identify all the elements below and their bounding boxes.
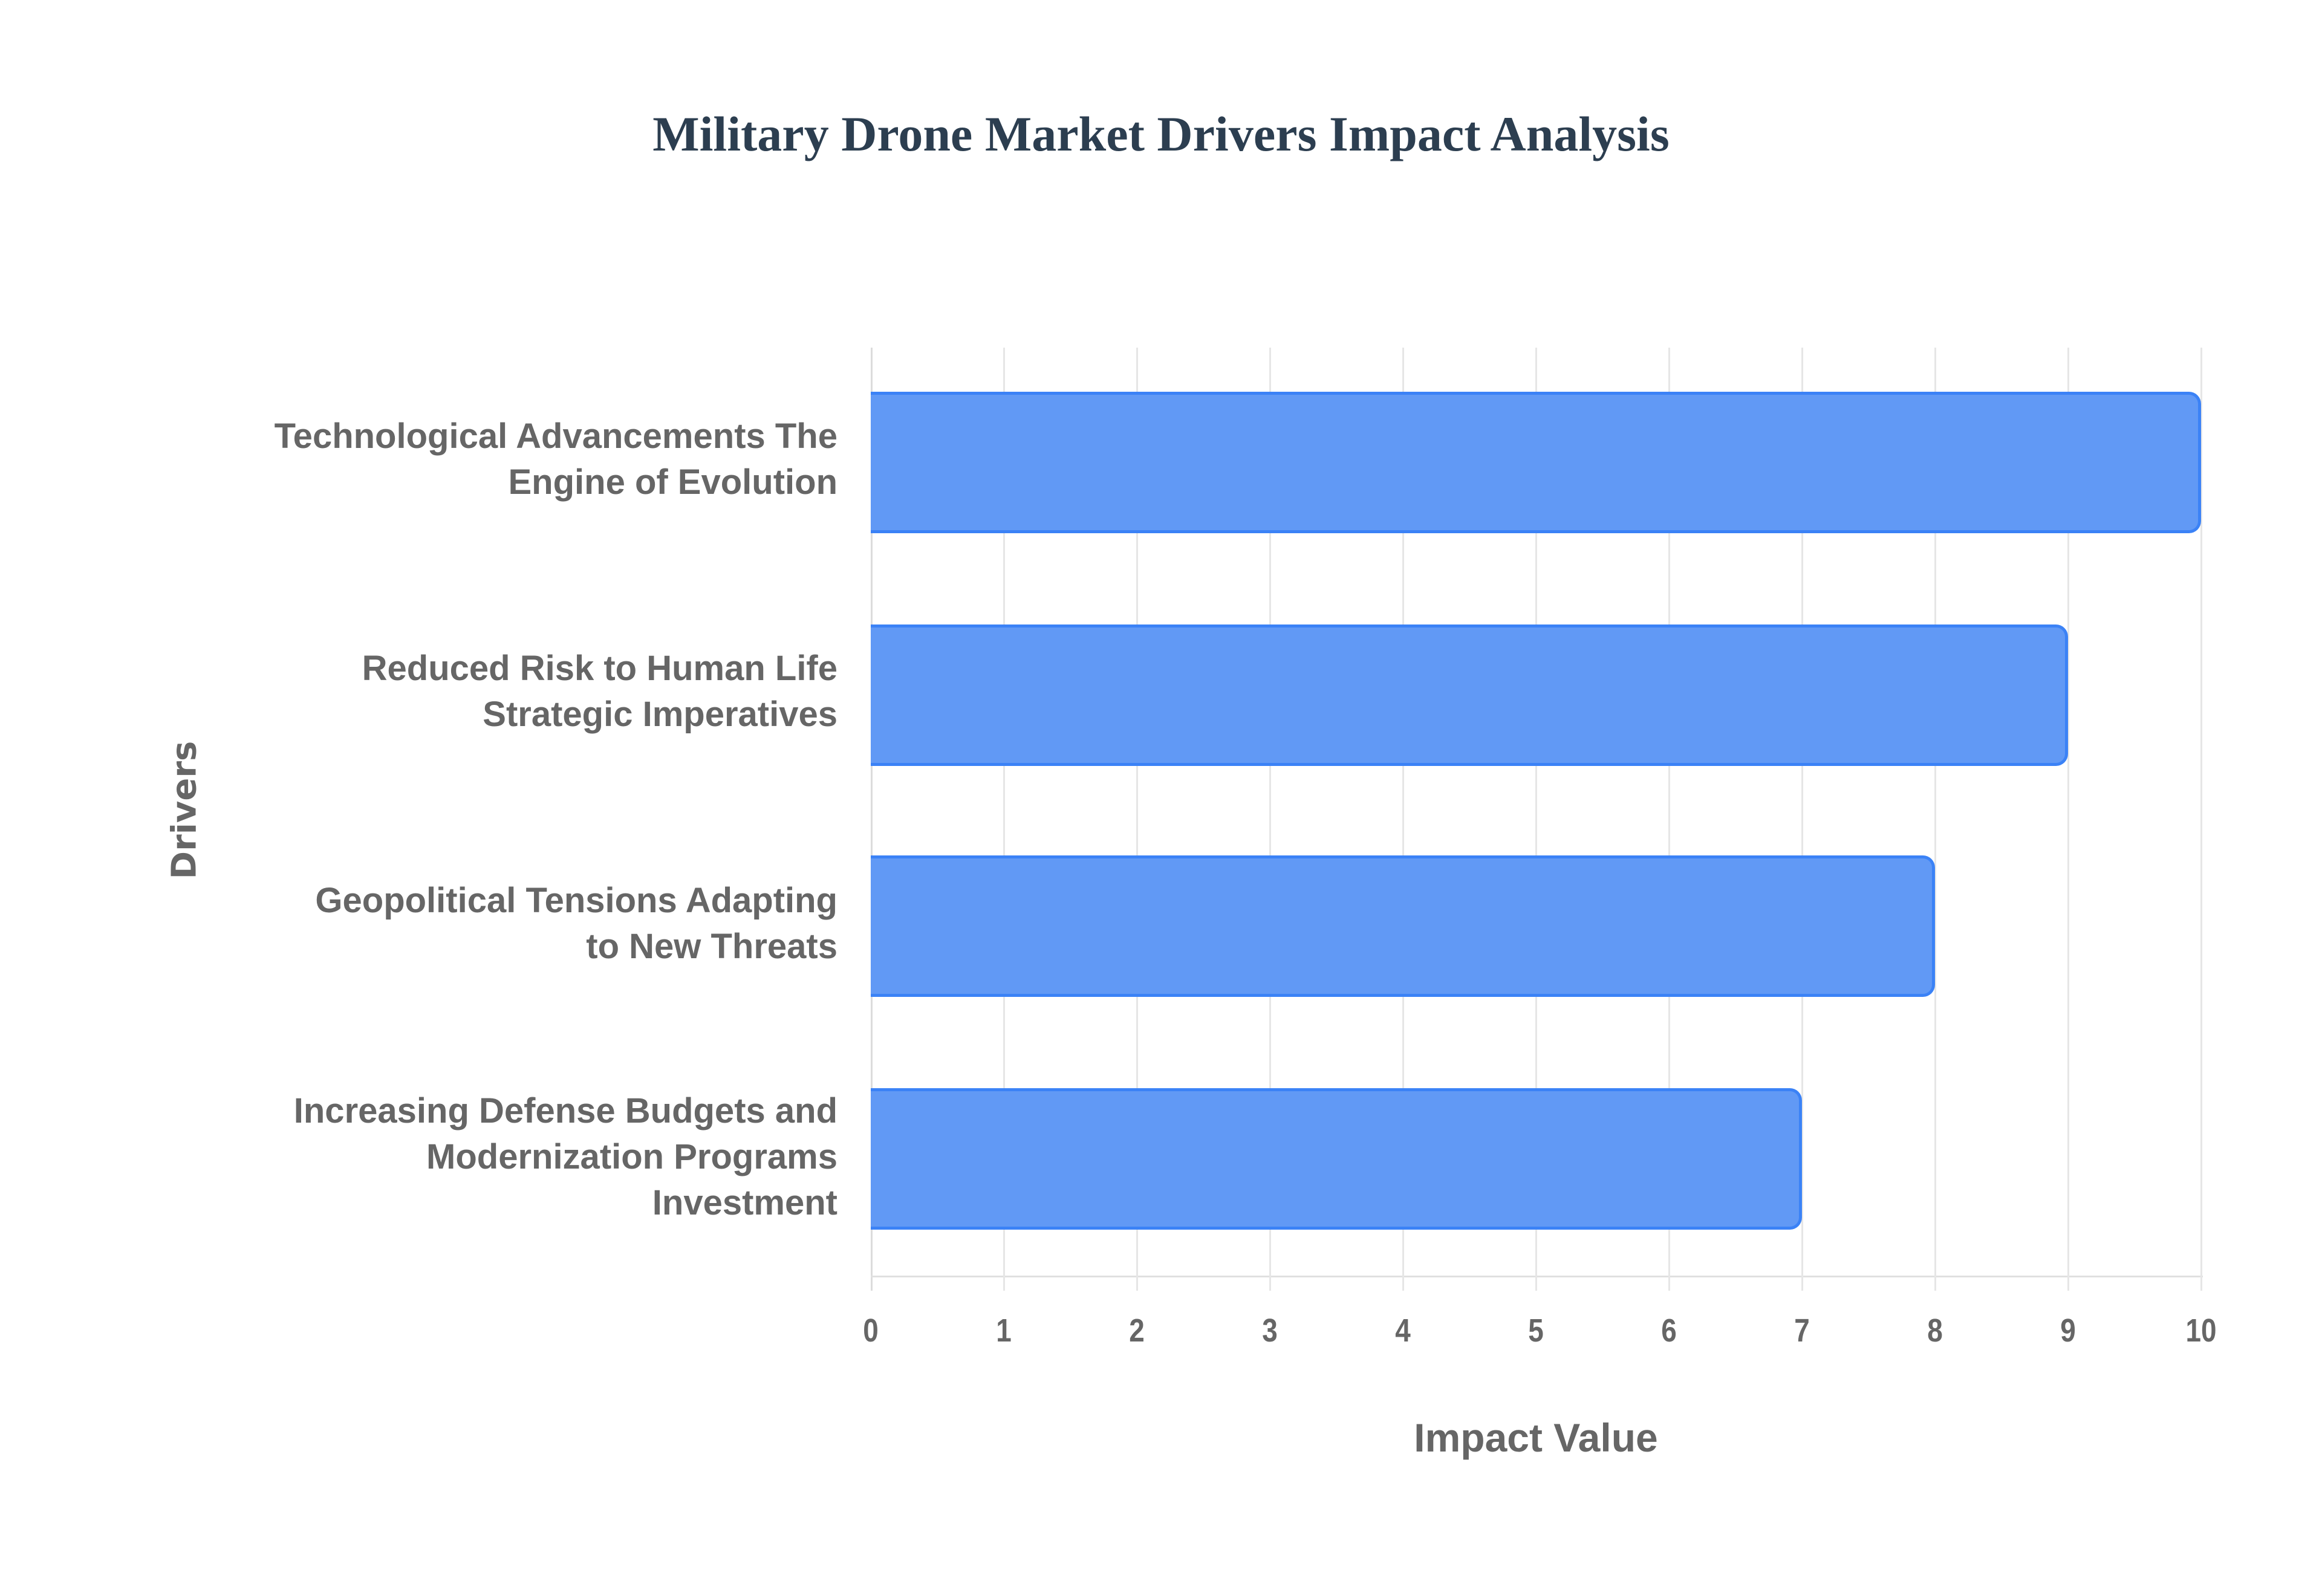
category-label: Increasing Defense Budgets and Moderniza…: [203, 1088, 837, 1226]
gridline: [1801, 348, 1803, 1291]
bar[interactable]: [871, 1088, 1802, 1230]
x-tick-label: 3: [1262, 1312, 1278, 1349]
x-axis-title: Impact Value: [1414, 1415, 1658, 1460]
x-tick-label: 7: [1794, 1312, 1810, 1349]
category-label-line: Engine of Evolution: [508, 462, 837, 502]
category-label-line: Geopolitical Tensions Adapting: [315, 881, 837, 920]
x-tick-label: 8: [1927, 1312, 1943, 1349]
category-label: Geopolitical Tensions Adapting to New Th…: [203, 878, 837, 970]
category-label: Technological Advancements The Engine of…: [203, 414, 837, 505]
category-label-line: Reduced Risk to Human Life: [362, 649, 837, 688]
x-tick-label: 2: [1129, 1312, 1145, 1349]
y-axis-line: [871, 348, 873, 1291]
gridline: [1934, 348, 1936, 1291]
bar[interactable]: [871, 624, 2068, 766]
bar[interactable]: [871, 392, 2201, 533]
gridline: [2200, 348, 2202, 1291]
gridline: [1003, 348, 1005, 1291]
gridline: [1668, 348, 1670, 1291]
category-label-line: Increasing Defense Budgets and: [293, 1091, 837, 1130]
gridline: [1402, 348, 1404, 1291]
chart-title: Military Drone Market Drivers Impact Ana…: [652, 106, 1670, 161]
x-tick-label: 10: [2185, 1312, 2217, 1349]
plot-area: [871, 348, 2203, 1291]
gridline: [1269, 348, 1271, 1291]
category-label-line: Investment: [652, 1183, 837, 1222]
y-axis-title: Drivers: [164, 741, 204, 880]
category-label: Reduced Risk to Human Life Strategic Imp…: [203, 646, 837, 738]
category-label-line: Strategic Imperatives: [483, 695, 837, 734]
gridline: [2067, 348, 2069, 1291]
category-label-line: to New Threats: [586, 927, 837, 966]
category-label-line: Technological Advancements The: [274, 417, 837, 456]
x-tick-label: 9: [2060, 1312, 2076, 1349]
x-tick-label: 1: [996, 1312, 1012, 1349]
category-label-line: Modernization Programs: [426, 1137, 837, 1176]
bar[interactable]: [871, 855, 1935, 997]
gridline: [1535, 348, 1537, 1291]
x-tick-label: 6: [1661, 1312, 1677, 1349]
x-tick-label: 5: [1528, 1312, 1544, 1349]
gridline: [1136, 348, 1138, 1291]
x-tick-label: 0: [863, 1312, 879, 1349]
x-tick-label: 4: [1395, 1312, 1411, 1349]
